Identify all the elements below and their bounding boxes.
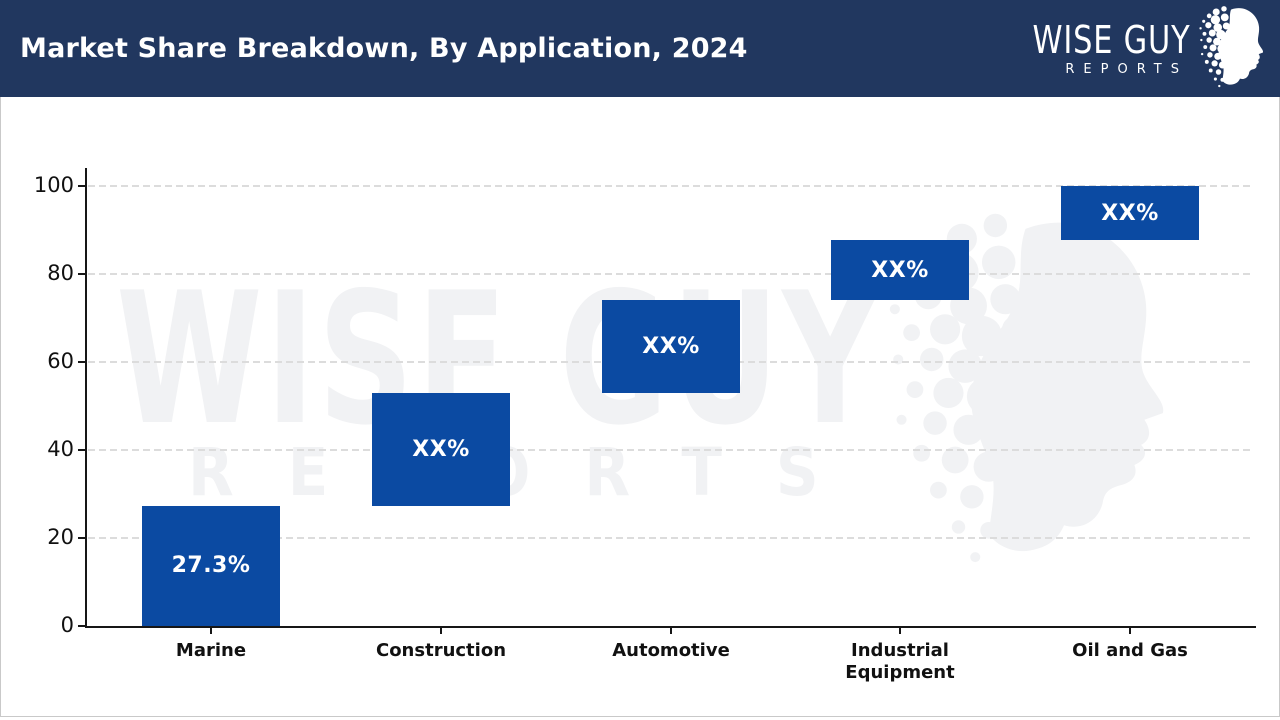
x-tick-2 [440, 628, 442, 634]
logo-text: WISE GUY REPORTS [993, 21, 1190, 77]
logo-subtitle: REPORTS [1065, 61, 1188, 77]
x-tick-5 [1129, 628, 1131, 634]
y-tick-60 [78, 361, 85, 363]
y-tick-label-100: 100 [33, 173, 74, 197]
bar-value-label: 27.3% [171, 553, 251, 579]
logo-face-icon [1192, 4, 1270, 94]
category-label-marine: Marine [175, 640, 247, 661]
bar-construction: XX% [372, 392, 510, 506]
x-tick-1 [210, 628, 212, 634]
y-tick-label-40: 40 [47, 437, 74, 461]
bar-value-label: XX% [1101, 200, 1159, 226]
gridline-80 [88, 273, 1253, 275]
bar-value-label: XX% [642, 333, 700, 359]
category-label-oil-and-gas: Oil and Gas [1072, 640, 1188, 661]
y-tick-20 [78, 537, 85, 539]
bar-automotive: XX% [602, 299, 740, 393]
x-tick-3 [670, 628, 672, 634]
y-tick-label-0: 0 [60, 613, 74, 637]
y-tick-80 [78, 273, 85, 275]
wise-guy-logo: WISE GUY REPORTS [993, 0, 1270, 97]
chart-title: Market Share Breakdown, By Application, … [20, 33, 748, 64]
y-tick-0 [78, 625, 85, 627]
bar-industrial-equipment: XX% [831, 240, 969, 300]
y-tick-100 [78, 185, 85, 187]
category-label-industrial-equipment: Industrial Equipment [845, 640, 955, 683]
y-axis [85, 168, 87, 628]
category-label-construction: Construction [375, 640, 507, 661]
y-tick-40 [78, 449, 85, 451]
header-bar: Market Share Breakdown, By Application, … [0, 0, 1280, 97]
bar-oil-and-gas: XX% [1061, 186, 1199, 241]
x-axis [85, 626, 1256, 628]
plot-area: 0 20 40 60 80 100 27.3% XX% XX% XX% XX% Marine Const… [0, 97, 1280, 720]
y-tick-label-80: 80 [47, 261, 74, 285]
gridline-20 [88, 537, 1253, 539]
gridline-40 [88, 449, 1253, 451]
bar-value-label: XX% [871, 257, 929, 283]
bar-marine: 27.3% [142, 505, 280, 626]
y-tick-label-60: 60 [47, 349, 74, 373]
x-tick-4 [899, 628, 901, 634]
gridline-100 [88, 185, 1253, 187]
logo-name: WISE GUY [1032, 17, 1190, 62]
bar-value-label: XX% [412, 436, 470, 462]
category-label-automotive: Automotive [612, 640, 730, 661]
y-tick-label-20: 20 [47, 525, 74, 549]
